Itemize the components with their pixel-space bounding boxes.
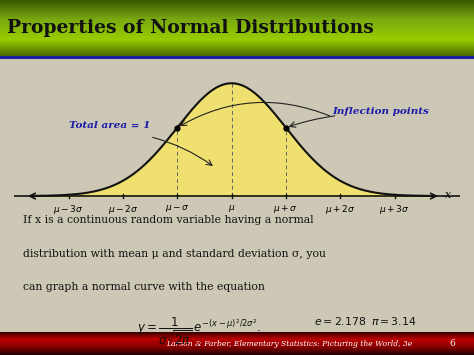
- Text: $y = \dfrac{1}{\sigma\sqrt{2\pi}}\, e^{-(x-\mu)^2/2\sigma^2}.$: $y = \dfrac{1}{\sigma\sqrt{2\pi}}\, e^{-…: [137, 315, 261, 347]
- Text: Total area = 1: Total area = 1: [69, 121, 150, 130]
- Text: 6: 6: [449, 339, 455, 348]
- Text: x: x: [445, 190, 451, 200]
- Text: $\mu-3\sigma$: $\mu-3\sigma$: [53, 203, 84, 216]
- Text: If x is a continuous random variable having a normal: If x is a continuous random variable hav…: [23, 215, 314, 225]
- Text: $\mu+3\sigma$: $\mu+3\sigma$: [379, 203, 410, 216]
- Text: can graph a normal curve with the equation: can graph a normal curve with the equati…: [23, 282, 265, 292]
- Text: Inflection points: Inflection points: [332, 107, 429, 116]
- Text: Larson & Farber, Elementary Statistics: Picturing the World, 3e: Larson & Farber, Elementary Statistics: …: [166, 340, 412, 348]
- Text: Properties of Normal Distributions: Properties of Normal Distributions: [7, 19, 374, 37]
- Text: $\mu-2\sigma$: $\mu-2\sigma$: [108, 203, 138, 216]
- Text: $\mu+\sigma$: $\mu+\sigma$: [273, 203, 298, 215]
- Text: $\mu+2\sigma$: $\mu+2\sigma$: [325, 203, 356, 216]
- Text: $\mu$: $\mu$: [228, 203, 235, 214]
- Text: distribution with mean μ and standard deviation σ, you: distribution with mean μ and standard de…: [23, 248, 326, 259]
- Text: $\mu-\sigma$: $\mu-\sigma$: [165, 203, 190, 214]
- Text: $e = 2.178\;\; \pi = 3.14$: $e = 2.178\;\; \pi = 3.14$: [314, 315, 417, 327]
